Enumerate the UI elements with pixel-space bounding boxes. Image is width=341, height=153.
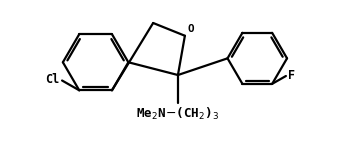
Text: Cl: Cl (45, 73, 59, 86)
Text: Me$_2$N$\!-\!$(CH$_2$)$_3$: Me$_2$N$\!-\!$(CH$_2$)$_3$ (136, 105, 220, 122)
Text: F: F (288, 69, 295, 82)
Text: O: O (188, 24, 195, 34)
